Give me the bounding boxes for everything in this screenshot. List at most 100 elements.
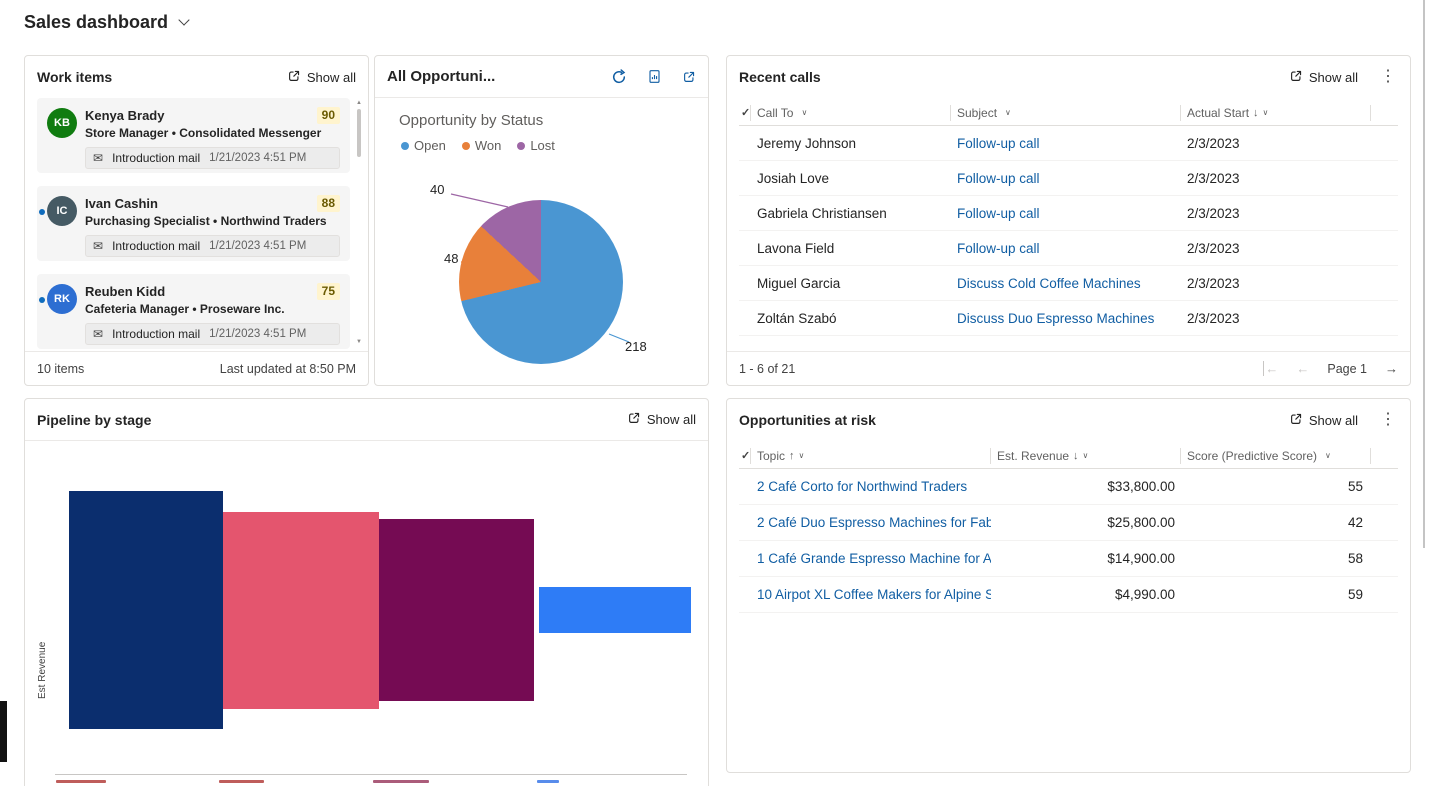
work-item-subtitle: Store Manager • Consolidated Messenger <box>85 126 322 140</box>
table-header: ✓ Topic ↑ ∨ Est. Revenue ↓ ∨ Score (Pred… <box>739 443 1398 469</box>
table-row[interactable]: Miguel Garcia Discuss Cold Coffee Machin… <box>739 266 1398 301</box>
email-icon: ✉ <box>93 151 104 165</box>
email-icon: ✉ <box>93 239 104 253</box>
panel-title: Recent calls <box>739 69 821 85</box>
column-header-est-revenue[interactable]: Est. Revenue ↓ ∨ <box>991 447 1181 464</box>
column-header-actual-start[interactable]: Actual Start ↓ ∨ <box>1181 104 1371 121</box>
pagination: ← ← Page 1 → <box>1263 361 1398 376</box>
refresh-button[interactable] <box>611 68 627 85</box>
subject-link[interactable]: Discuss Duo Espresso Machines <box>957 310 1155 326</box>
previous-page-button[interactable]: ← <box>1296 361 1310 376</box>
legend-dot <box>517 141 526 150</box>
column-header-call-to[interactable]: Call To ∨ <box>751 104 951 121</box>
legend-item-lost[interactable]: Lost <box>517 138 555 153</box>
chevron-down-icon <box>178 13 190 26</box>
actual-start-cell: 2/3/2023 <box>1187 240 1240 256</box>
popout-icon <box>684 71 695 82</box>
clipped-axis-label <box>373 780 429 783</box>
show-all-button[interactable]: Show all <box>287 69 356 86</box>
pie-chart[interactable] <box>459 200 623 364</box>
select-all-checkmark-icon[interactable]: ✓ <box>739 447 751 464</box>
table-row[interactable]: Josiah Love Follow-up call 2/3/2023 <box>739 161 1398 196</box>
chart-title: Opportunity by Status <box>399 112 544 129</box>
topic-link[interactable]: 1 Café Grande Espresso Machine for Alpin <box>757 551 991 566</box>
panel-title: All Opportuni... <box>387 68 496 85</box>
subject-link[interactable]: Follow-up call <box>957 240 1040 256</box>
opps-risk-body: 2 Café Corto for Northwind Traders $33,8… <box>739 469 1398 613</box>
popout-button[interactable] <box>682 70 696 84</box>
topic-link[interactable]: 10 Airpot XL Coffee Makers for Alpine Sk… <box>757 587 991 602</box>
select-all-checkmark-icon[interactable]: ✓ <box>739 104 751 121</box>
scrollbar[interactable]: ▲ ▼ <box>354 100 364 345</box>
table-row[interactable]: 10 Airpot XL Coffee Makers for Alpine Sk… <box>739 577 1398 613</box>
funnel-bar[interactable] <box>69 491 223 729</box>
activity-row[interactable]: ✉ Introduction mail 1/21/2023 4:51 PM <box>85 323 340 345</box>
subject-link[interactable]: Follow-up call <box>957 135 1040 151</box>
actual-start-cell: 2/3/2023 <box>1187 170 1240 186</box>
activity-row[interactable]: ✉ Introduction mail 1/21/2023 4:51 PM <box>85 235 340 257</box>
scroll-down-icon[interactable]: ▼ <box>356 339 362 345</box>
column-header-score[interactable]: Score (Predictive Score) ∨ <box>1181 447 1371 464</box>
table-row[interactable]: 1 Café Grande Espresso Machine for Alpin… <box>739 541 1398 577</box>
work-items-panel: Work items Show all KB Kenya Brady 90 St… <box>24 55 369 386</box>
show-all-label: Show all <box>646 412 696 427</box>
activity-row[interactable]: ✉ Introduction mail 1/21/2023 4:51 PM <box>85 147 340 169</box>
funnel-bars <box>25 441 708 786</box>
scrollbar-thumb[interactable] <box>357 109 361 157</box>
opportunities-at-risk-panel: Opportunities at risk Show all ⋮ ✓ Topic… <box>726 398 1411 773</box>
table-row[interactable]: 2 Café Duo Espresso Machines for Fabrika… <box>739 505 1398 541</box>
legend-dot <box>461 141 470 150</box>
work-item-card[interactable]: KB Kenya Brady 90 Store Manager • Consol… <box>37 98 350 173</box>
column-header-topic[interactable]: Topic ↑ ∨ <box>751 447 991 464</box>
score-badge: 88 <box>316 195 340 212</box>
show-all-button[interactable]: Show all <box>627 411 696 428</box>
more-options-button[interactable]: ⋮ <box>1380 411 1396 428</box>
legend-item-open[interactable]: Open <box>401 138 446 153</box>
legend-item-won[interactable]: Won <box>461 138 501 153</box>
record-range: 1 - 6 of 21 <box>739 361 796 376</box>
subject-link[interactable]: Discuss Cold Coffee Machines <box>957 275 1141 291</box>
sort-ascending-icon: ↑ <box>789 449 795 462</box>
work-item-card[interactable]: RK Reuben Kidd 75 Cafeteria Manager • Pr… <box>37 274 350 349</box>
show-all-button[interactable]: Show all <box>1289 69 1358 86</box>
activity-date: 1/21/2023 4:51 PM <box>209 328 307 340</box>
window-edge-artifact <box>0 701 7 762</box>
column-header-subject[interactable]: Subject ∨ <box>951 104 1181 121</box>
dashboard-selector[interactable]: Sales dashboard <box>24 6 190 38</box>
more-options-button[interactable]: ⋮ <box>1380 68 1396 85</box>
work-item-name: Reuben Kidd <box>85 284 166 299</box>
work-item-subtitle: Cafeteria Manager • Proseware Inc. <box>85 302 285 316</box>
work-item-card[interactable]: IC Ivan Cashin 88 Purchasing Specialist … <box>37 186 350 261</box>
funnel-bar[interactable] <box>223 511 379 709</box>
unread-dot <box>39 209 45 215</box>
recent-calls-body: Jeremy Johnson Follow-up call 2/3/2023 J… <box>739 126 1398 336</box>
topic-link[interactable]: 2 Café Duo Espresso Machines for Fabrika <box>757 515 991 530</box>
topic-link[interactable]: 2 Café Corto for Northwind Traders <box>757 479 968 494</box>
table-row[interactable]: Jeremy Johnson Follow-up call 2/3/2023 <box>739 126 1398 161</box>
show-all-label: Show all <box>1308 412 1358 428</box>
avatar: KB <box>47 108 77 138</box>
subject-link[interactable]: Follow-up call <box>957 170 1040 186</box>
funnel-bar[interactable] <box>379 519 534 701</box>
page-title: Sales dashboard <box>24 11 169 32</box>
table-row[interactable]: Zoltán Szabó Discuss Duo Espresso Machin… <box>739 301 1398 336</box>
score-cell: 58 <box>1347 551 1363 566</box>
funnel-bar[interactable] <box>539 587 691 633</box>
table-row[interactable]: Gabriela Christiansen Follow-up call 2/3… <box>739 196 1398 231</box>
pipeline-chart: Est Revenue <box>25 441 708 786</box>
work-item-name: Ivan Cashin <box>85 196 158 211</box>
activity-label: Introduction mail <box>112 239 201 253</box>
subject-link[interactable]: Follow-up call <box>957 205 1040 221</box>
table-row[interactable]: Lavona Field Follow-up call 2/3/2023 <box>739 231 1398 266</box>
activity-date: 1/21/2023 4:51 PM <box>209 152 307 164</box>
window-edge-artifact <box>1423 0 1425 548</box>
view-records-button[interactable] <box>647 69 662 84</box>
show-all-button[interactable]: Show all <box>1289 412 1358 429</box>
scroll-up-icon[interactable]: ▲ <box>356 100 362 106</box>
table-row[interactable]: 2 Café Corto for Northwind Traders $33,8… <box>739 469 1398 505</box>
pipeline-panel: Pipeline by stage Show all Est Revenue <box>24 398 709 786</box>
first-page-button[interactable]: ← <box>1263 361 1279 376</box>
next-page-button[interactable]: → <box>1385 361 1398 376</box>
est-revenue-cell: $4,990.00 <box>1114 587 1175 602</box>
chevron-down-icon: ∨ <box>1325 451 1331 460</box>
